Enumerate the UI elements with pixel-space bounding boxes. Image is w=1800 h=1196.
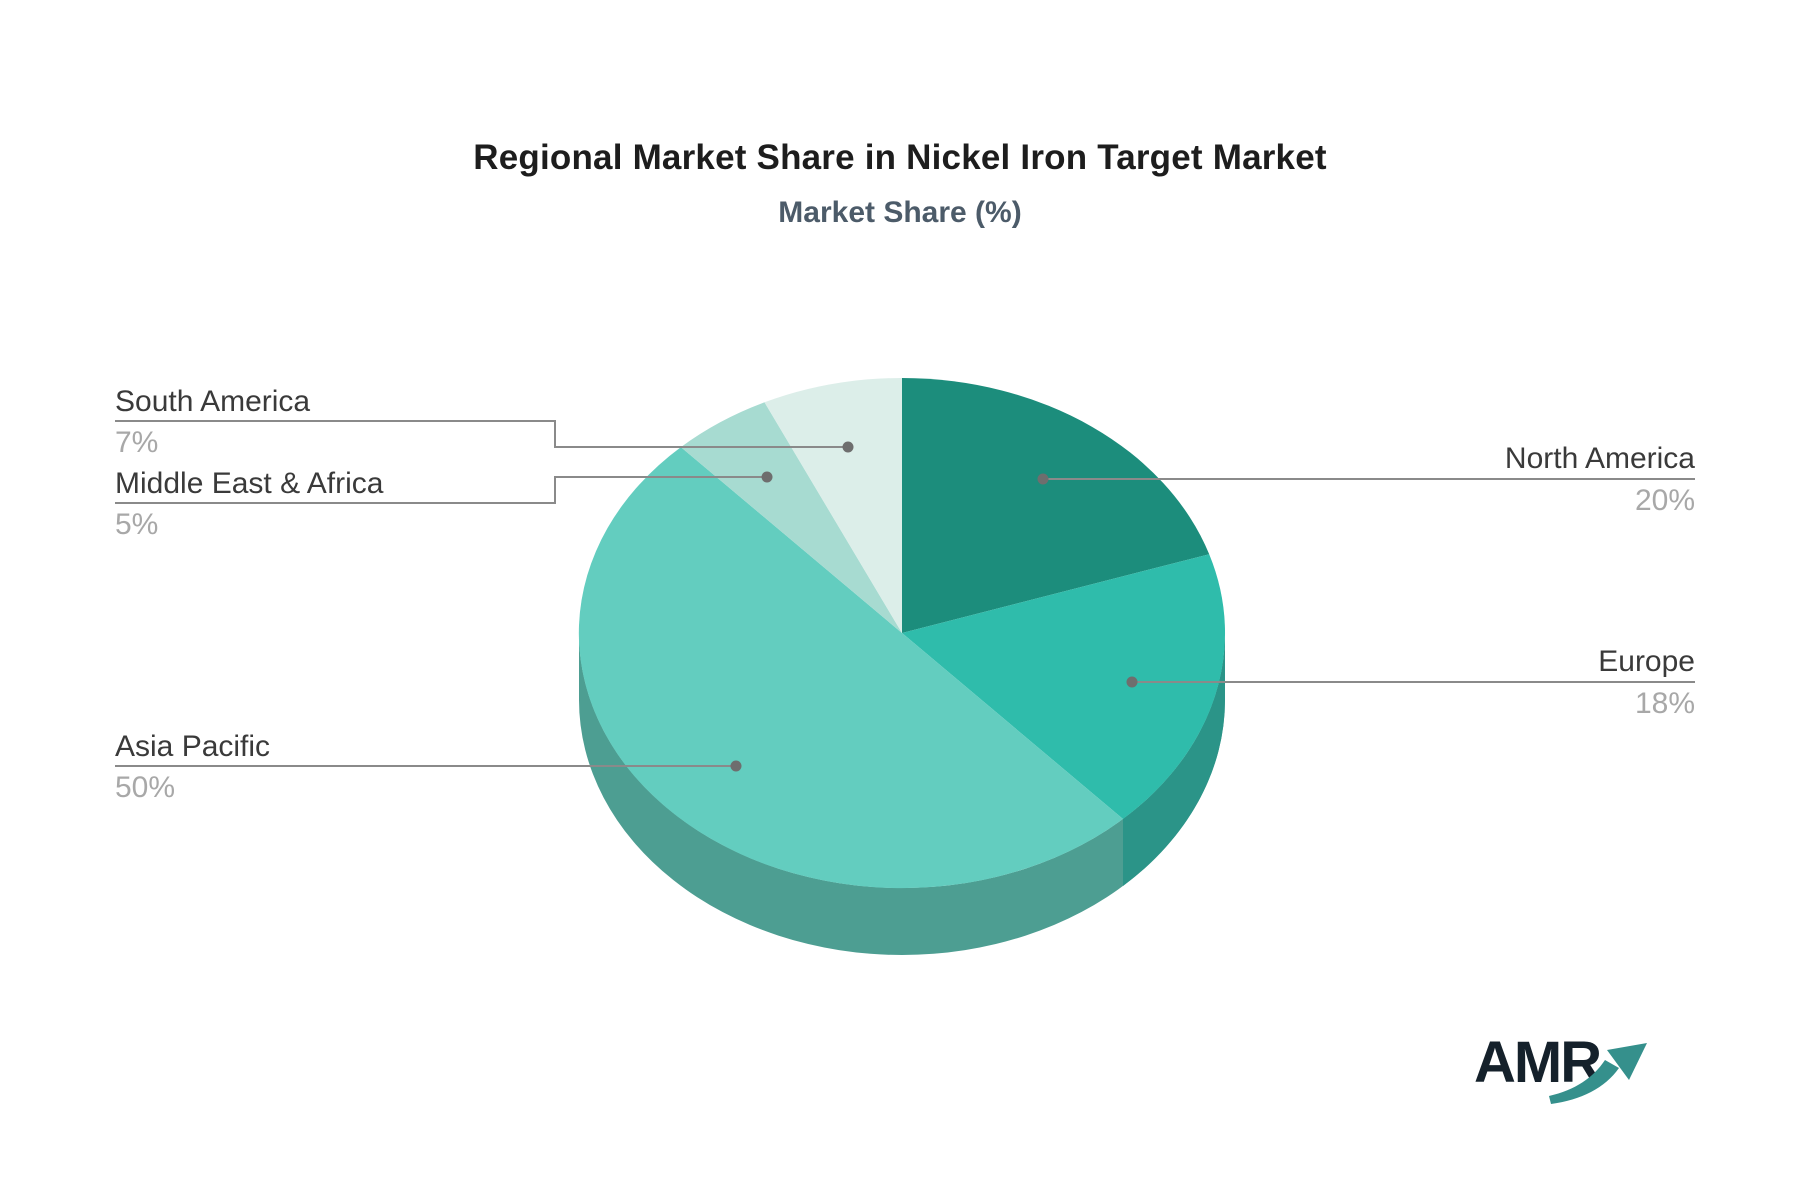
pie-depth-rim	[579, 633, 1225, 955]
leader-dot-north-america	[1037, 473, 1049, 485]
slice-pct-asia-pacific: 50%	[115, 771, 176, 804]
leader-dot-asia-pacific	[730, 760, 742, 772]
leader-dot-middle-east-africa	[761, 471, 773, 483]
pie-slice-europe[interactable]	[902, 554, 1226, 819]
leader-dot-europe	[1126, 676, 1138, 688]
slice-label-south-america: South America	[115, 385, 311, 418]
leader-dot-south-america	[842, 441, 854, 453]
slice-label-asia-pacific: Asia Pacific	[115, 730, 271, 763]
amr-logo-text: AMR	[1474, 1030, 1602, 1095]
amr-logo-arrow-icon	[1549, 1043, 1647, 1104]
arrow-swoosh	[1549, 1060, 1619, 1104]
callout-line-middle-east-africa	[115, 476, 767, 504]
chart-subtitle: Market Share (%)	[778, 196, 1022, 229]
pie-slice-middle-east-africa[interactable]	[680, 402, 902, 633]
pie-slice-south-america[interactable]	[764, 378, 903, 633]
pie-slice-asia-pacific[interactable]	[578, 447, 1123, 889]
slice-pct-middle-east-africa: 5%	[115, 508, 159, 541]
arrow-head	[1607, 1043, 1647, 1080]
pie-depth-rim-europe	[1123, 633, 1225, 886]
slice-pct-south-america: 7%	[115, 426, 159, 459]
chart-title: Regional Market Share in Nickel Iron Tar…	[473, 138, 1327, 177]
slice-label-middle-east-africa: Middle East & Africa	[115, 467, 384, 500]
slice-pct-europe: 18%	[1634, 687, 1695, 720]
slice-pct-north-america: 20%	[1634, 484, 1695, 517]
callout-line-south-america	[115, 420, 848, 448]
slice-label-europe: Europe	[1598, 645, 1695, 678]
pie-slice-north-america[interactable]	[902, 378, 1210, 633]
slice-label-north-america: North America	[1504, 442, 1695, 475]
